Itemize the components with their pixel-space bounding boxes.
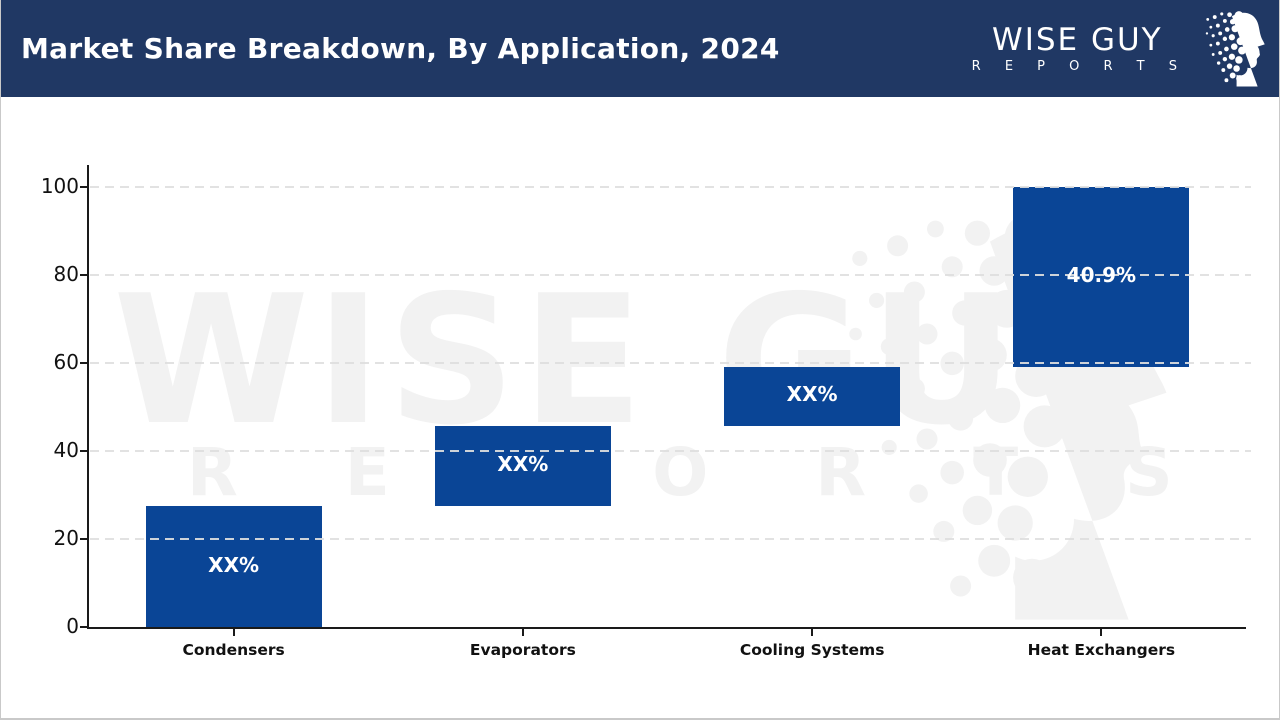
y-tick-mark [80, 362, 89, 364]
page-title: Market Share Breakdown, By Application, … [21, 32, 780, 65]
logo-subtitle: R E P O R T S [971, 58, 1187, 74]
wiseguy-logo: WISE GUY R E P O R T S [968, 6, 1267, 92]
logo-wordmark: WISE GUY [992, 21, 1163, 58]
y-gridline [90, 362, 1251, 364]
y-axis-line [87, 165, 89, 629]
x-category-label: Condensers [182, 641, 285, 659]
y-gridline [90, 538, 1251, 540]
header-bar: Market Share Breakdown, By Application, … [1, 0, 1279, 97]
bar-value-label: 40.9% [1066, 262, 1137, 287]
y-gridline [90, 274, 1251, 276]
y-tick-mark [80, 538, 89, 540]
y-tick-label: 80 [53, 262, 79, 286]
bar-value-label: XX% [497, 451, 549, 476]
x-tick-mark [811, 629, 814, 636]
y-gridline [90, 186, 1251, 188]
y-tick-label: 40 [53, 438, 79, 462]
x-tick-mark [521, 629, 524, 636]
y-tick-mark [80, 274, 89, 276]
x-category-label: Cooling Systems [739, 641, 885, 659]
y-tick-label: 100 [40, 174, 79, 198]
y-tick-label: 60 [53, 350, 79, 374]
x-category-label: Evaporators [469, 641, 576, 659]
x-tick-mark [1100, 629, 1103, 636]
y-tick-label: 20 [53, 526, 79, 550]
y-tick-mark [80, 186, 89, 188]
bar-value-label: XX% [786, 382, 838, 407]
logo-text: WISE GUY R E P O R T S [968, 21, 1187, 74]
bar-evaporators [434, 425, 611, 506]
x-tick-mark [232, 629, 235, 636]
y-tick-mark [80, 626, 89, 628]
x-axis-line [87, 627, 1246, 629]
y-tick-label: 0 [66, 614, 79, 638]
bar-condensers [145, 506, 322, 627]
y-tick-mark [80, 450, 89, 452]
x-category-label: Heat Exchangers [1027, 641, 1176, 659]
bar-value-label: XX% [208, 552, 260, 577]
y-gridline [90, 450, 1251, 452]
